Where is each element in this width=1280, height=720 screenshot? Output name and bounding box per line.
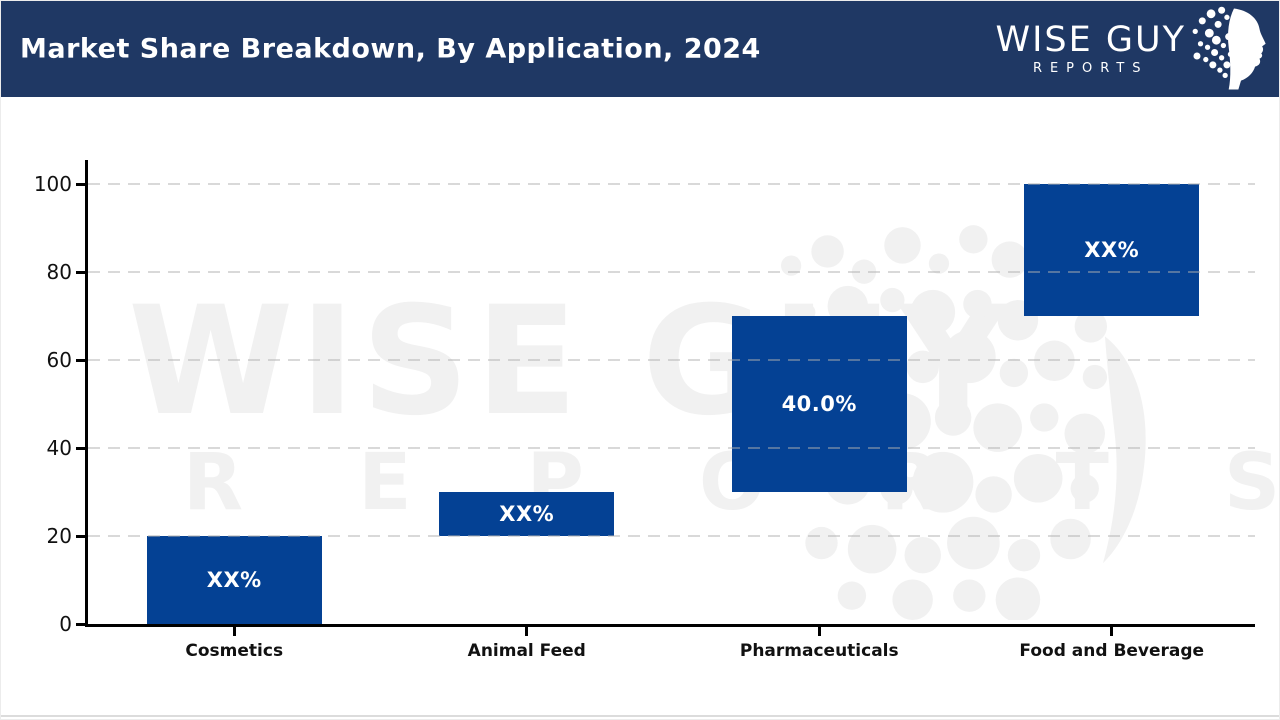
x-tick-mark-2 [525,627,529,636]
bar-cosmetics: XX% [146,536,322,624]
page-title: Market Share Breakdown, By Application, … [20,33,761,64]
gridline-20 [88,535,1255,537]
gridline-40 [88,447,1255,449]
logo-text: WISE GUY REPORTS [995,19,1186,77]
category-label-pharmaceuticals: Pharmaceuticals [739,641,899,661]
gridline-80 [88,271,1255,273]
bar-pharmaceuticals: 40.0% [731,316,907,492]
bottom-border-line [0,715,1280,717]
bar-value-label: XX% [1084,238,1140,262]
category-label-food-and-beverage: Food and Beverage [1019,641,1205,661]
y-tick-mark-100 [76,182,85,186]
bar-value-label: 40.0% [781,392,857,416]
x-tick-mark-1 [232,627,236,636]
header-bar: Market Share Breakdown, By Application, … [0,0,1280,97]
y-tick-label-60: 60 [46,348,72,372]
gridline-60 [88,359,1255,361]
bar-animal-feed: XX% [439,492,615,536]
x-tick-mark-4 [1110,627,1114,636]
dotted-face-icon [1192,6,1266,90]
y-tick-mark-40 [76,446,85,450]
y-tick-label-40: 40 [46,436,72,460]
y-tick-mark-20 [76,534,85,538]
chart-plot-area: WISE GUY R E P O R T S XX%XX%40.0%XX%020… [34,160,1280,661]
bar-value-label: XX% [206,568,262,592]
logo-wordmark: WISE GUY [995,19,1186,60]
category-label-animal-feed: Animal Feed [467,641,586,661]
gridline-100 [88,183,1255,185]
bar-food-and-beverage: XX% [1024,184,1200,316]
logo-subtitle: REPORTS [1032,61,1149,77]
wise-guy-reports-logo: WISE GUY REPORTS [995,4,1272,94]
x-tick-mark-3 [817,627,821,636]
y-tick-mark-0 [76,622,85,626]
y-tick-mark-80 [76,270,85,274]
bar-value-label: XX% [499,502,555,526]
y-tick-label-0: 0 [59,612,72,636]
category-label-cosmetics: Cosmetics [185,641,284,661]
y-tick-label-100: 100 [33,172,72,196]
y-tick-label-20: 20 [46,524,72,548]
y-tick-mark-60 [76,358,85,362]
y-tick-label-80: 80 [46,260,72,284]
